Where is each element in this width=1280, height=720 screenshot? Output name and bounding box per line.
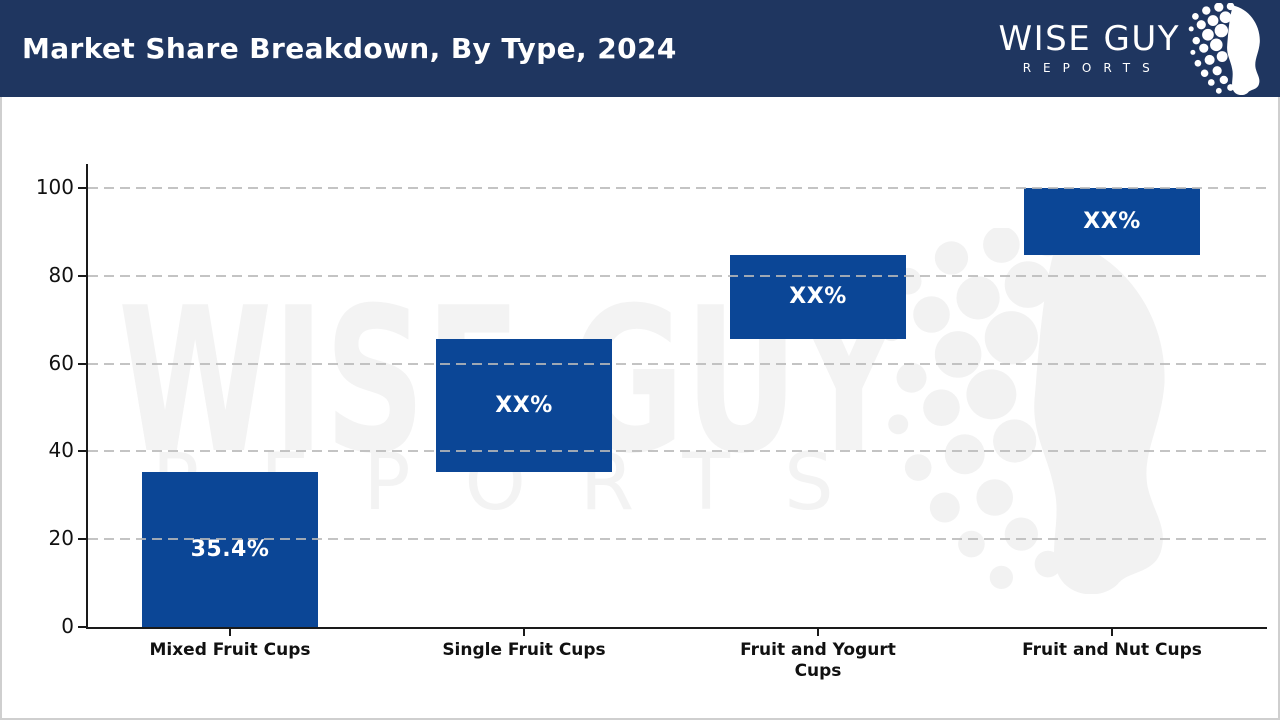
x-axis-label-fruit-and-yogurt-cups: Fruit and Yogurt Cups	[740, 640, 896, 682]
logo-wiseguy-label: WISE GUY	[998, 19, 1180, 59]
x-axis-spine	[86, 627, 1267, 629]
bar-fruit-and-nut-cups: XX%	[1024, 188, 1200, 255]
y-axis-spine	[86, 164, 88, 629]
wiseguy-head-icon	[1188, 2, 1260, 95]
y-gridline	[88, 450, 1267, 453]
x-tick-mark	[523, 629, 525, 636]
logo-text-block: WISE GUY REPORTS	[998, 22, 1180, 75]
y-gridline	[88, 538, 1267, 541]
y-tick-mark	[78, 362, 86, 365]
y-gridline	[88, 274, 1267, 277]
page-title: Market Share Breakdown, By Type, 2024	[22, 32, 677, 65]
wiseguy-logo: WISE GUY REPORTS	[998, 2, 1264, 95]
x-tick-mark	[229, 629, 231, 636]
y-tick-mark	[78, 450, 86, 453]
x-tick-mark	[1111, 629, 1113, 636]
bar-value-label: XX%	[495, 392, 553, 418]
y-tick-label: 80	[48, 262, 74, 287]
y-tick-label: 40	[48, 438, 74, 463]
y-tick-label: 0	[61, 614, 74, 638]
y-tick-mark	[78, 274, 86, 277]
x-axis-label-fruit-and-nut-cups: Fruit and Nut Cups	[1022, 640, 1202, 660]
y-gridline	[88, 362, 1267, 365]
x-tick-mark	[817, 629, 819, 636]
x-axis-label-mixed-fruit-cups: Mixed Fruit Cups	[149, 640, 311, 660]
bar-value-label: XX%	[1083, 208, 1141, 234]
y-tick-mark	[78, 187, 86, 189]
y-tick-label: 20	[48, 526, 74, 551]
y-gridline	[88, 187, 1267, 189]
header-bar: Market Share Breakdown, By Type, 2024 WI…	[0, 0, 1280, 97]
y-tick-mark	[78, 626, 86, 628]
y-tick-label: 60	[48, 350, 74, 375]
bar-fruit-and-yogurt-cups: XX%	[730, 254, 906, 339]
bar-value-label: 35.4%	[190, 536, 270, 562]
bar-single-fruit-cups: XX%	[436, 339, 612, 472]
bar-mixed-fruit-cups: 35.4%	[142, 471, 318, 627]
y-tick-mark	[78, 538, 86, 541]
y-tick-label: 100	[35, 175, 74, 199]
bar-value-label: XX%	[789, 284, 847, 310]
logo-reports-label: REPORTS	[1022, 61, 1162, 75]
x-axis-label-single-fruit-cups: Single Fruit Cups	[442, 640, 606, 660]
